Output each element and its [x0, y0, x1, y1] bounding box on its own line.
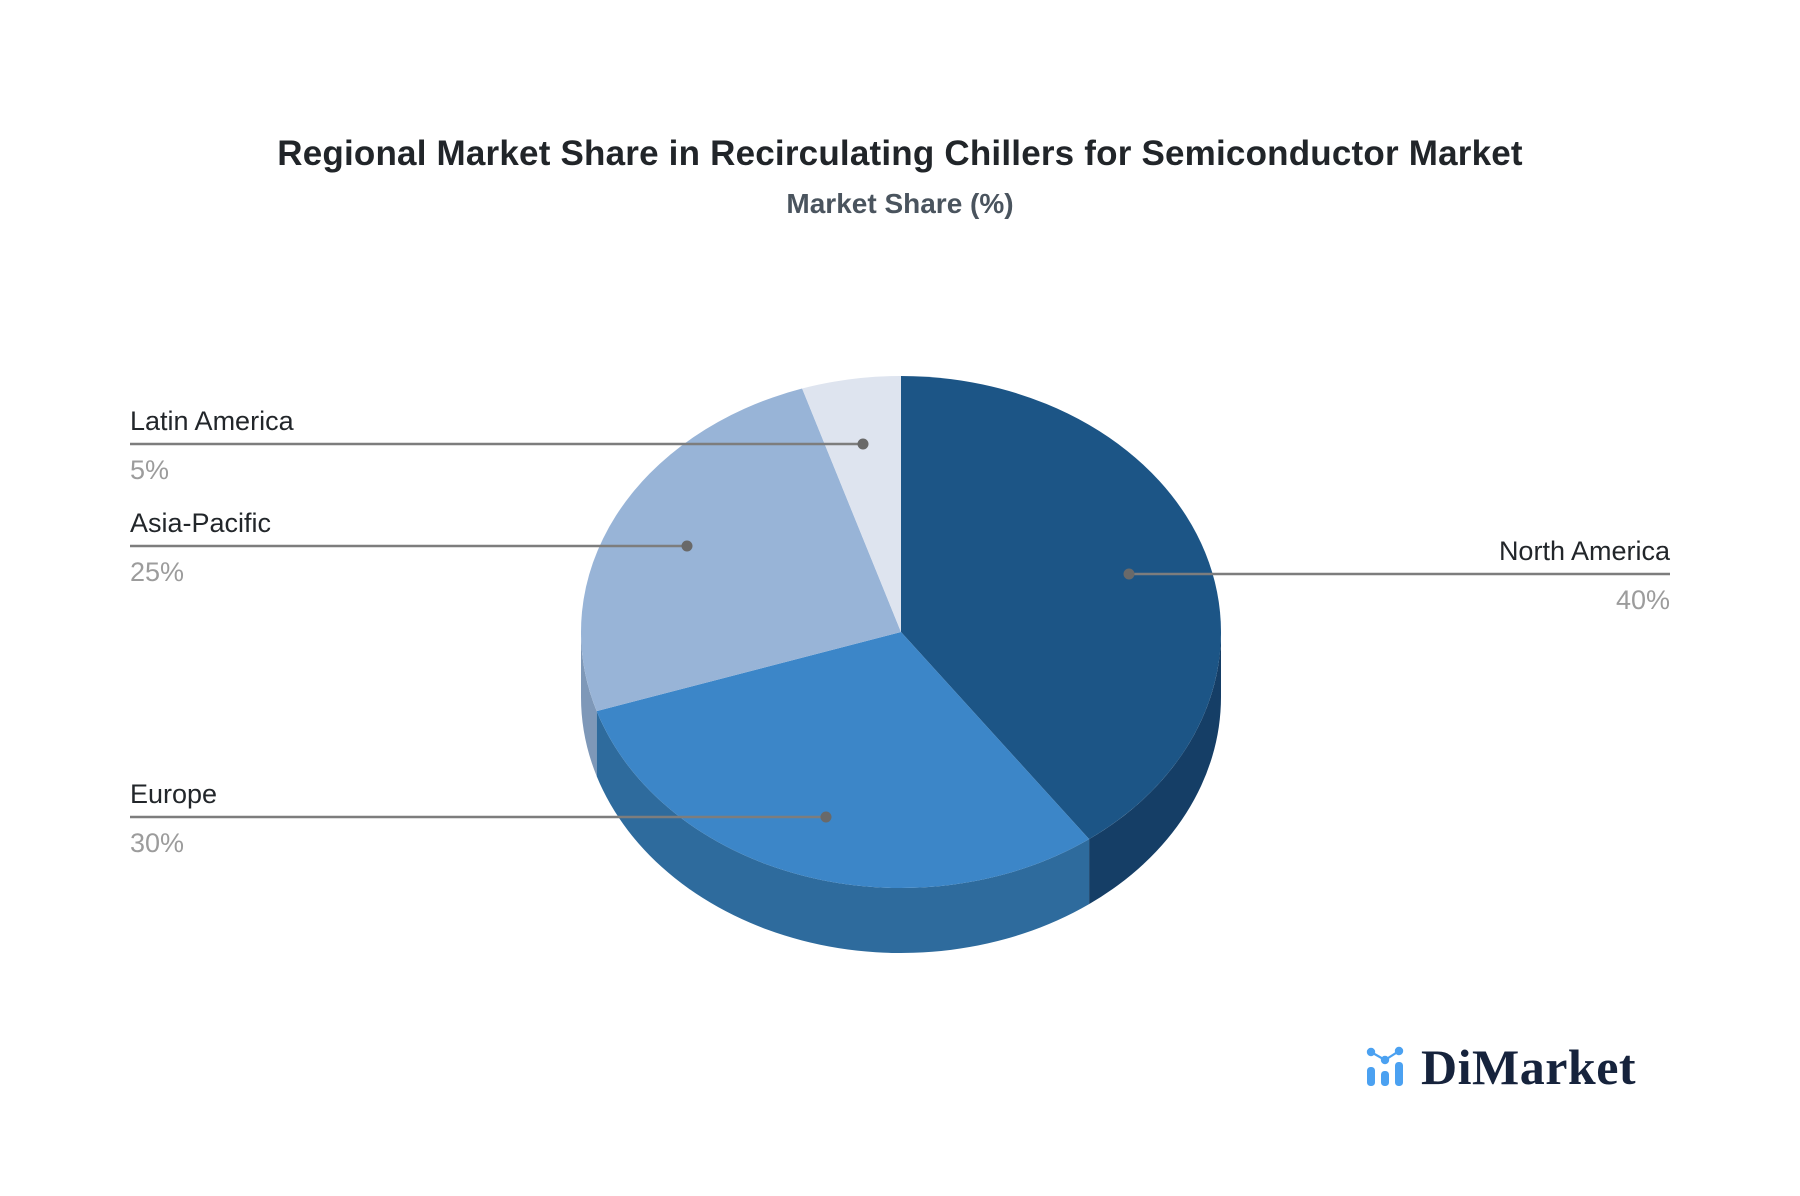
- pie-slice-asia-pacific: [581, 388, 901, 712]
- brand-name: DiMarket: [1421, 1039, 1637, 1095]
- slice-label-latin-america: Latin America: [130, 406, 294, 436]
- leader-dot-asia-pacific: [681, 540, 693, 552]
- pie-slice-side-north-america: [1089, 632, 1221, 905]
- slice-pct-europe: 30%: [130, 828, 185, 858]
- leader-dot-north-america: [1123, 568, 1135, 580]
- pie-slice-north-america: [901, 376, 1221, 840]
- pie-slice-side-asia-pacific: [581, 632, 597, 777]
- leader-dot-europe: [820, 811, 832, 823]
- slice-label-europe: Europe: [130, 779, 218, 809]
- brand-logo: DiMarket: [1363, 1042, 1636, 1092]
- chart-subtitle: Market Share (%): [786, 188, 1014, 219]
- pie-slice-side-europe: [596, 711, 1090, 953]
- leader-dot-latin-america: [857, 438, 869, 450]
- slice-pct-asia-pacific: 25%: [130, 557, 185, 587]
- slice-pct-north-america: 40%: [1615, 585, 1670, 615]
- pie-slice-latin-america: [802, 376, 901, 632]
- bar-chart-logo-icon: [1366, 1046, 1404, 1086]
- leader-lines: [130, 438, 1670, 823]
- pie-3d-walls: [581, 632, 1221, 953]
- pie-slice-europe: [596, 632, 1090, 888]
- slice-label-asia-pacific: Asia-Pacific: [130, 508, 272, 538]
- chart-title: Regional Market Share in Recirculating C…: [277, 134, 1523, 173]
- slice-label-north-america: North America: [1498, 536, 1670, 566]
- slice-pct-latin-america: 5%: [130, 455, 170, 485]
- pie-slices: [581, 376, 1221, 888]
